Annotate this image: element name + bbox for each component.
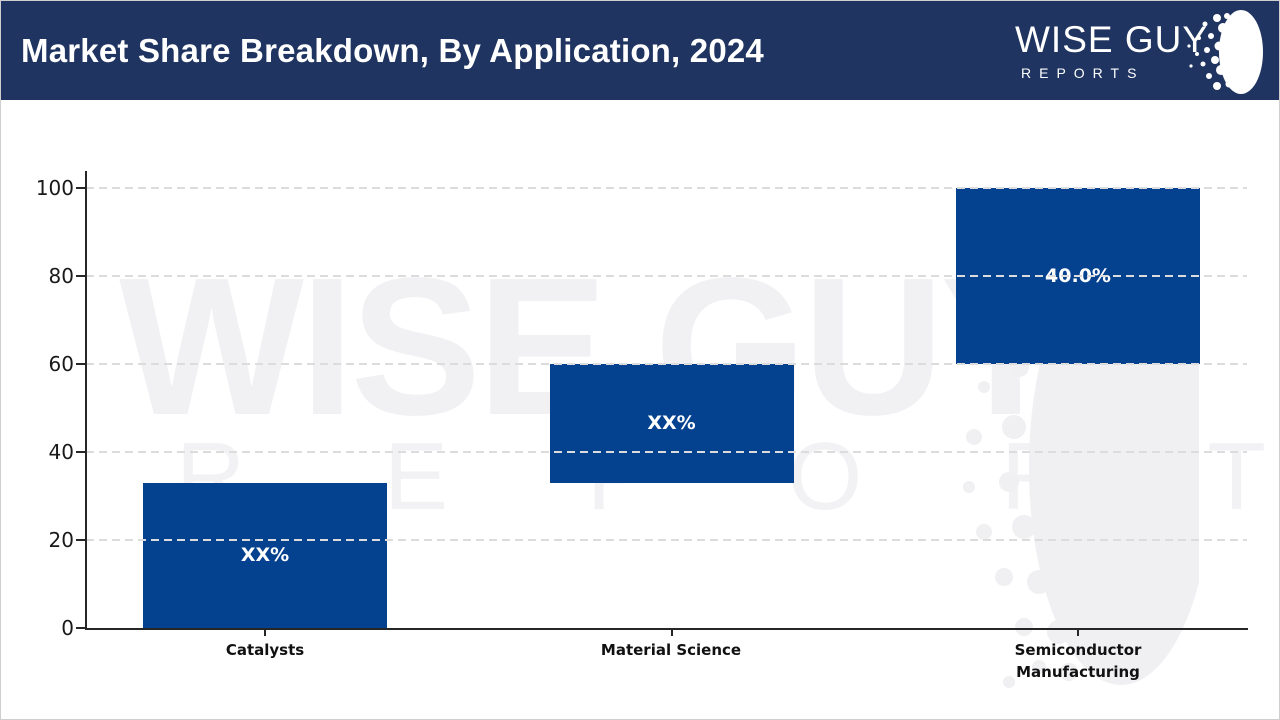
bar-value-label: XX% — [647, 412, 696, 435]
x-tick-mark — [1077, 629, 1079, 636]
gridline — [86, 275, 1247, 277]
page-title: Market Share Breakdown, By Application, … — [21, 31, 764, 69]
y-tick-mark — [76, 275, 85, 277]
y-tick-label: 80 — [48, 264, 74, 288]
y-axis-line — [85, 171, 87, 630]
x-axis-label-material-science: Material Science — [600, 641, 742, 659]
x-tick-mark — [264, 629, 266, 636]
y-tick-label: 0 — [61, 616, 74, 640]
y-tick-label: 60 — [48, 352, 74, 376]
bar-catalysts: XX% — [143, 482, 387, 628]
gridline — [86, 187, 1247, 189]
logo-reports-text: REPORTS — [1021, 65, 1144, 81]
x-axis-line — [85, 628, 1248, 630]
bar-value-label: XX% — [240, 544, 290, 567]
y-tick-mark — [76, 627, 85, 629]
wise-guy-logo-graphic: WISE GUY REPORTS — [1015, 9, 1263, 94]
y-tick-label: 40 — [48, 440, 74, 464]
x-axis-label-catalysts: Catalysts — [225, 641, 305, 659]
logo-face-icon — [1187, 9, 1263, 94]
y-tick-mark — [76, 187, 85, 189]
gridline — [86, 363, 1247, 365]
y-tick-label: 20 — [48, 528, 74, 552]
logo-wise-guy-text: WISE GUY — [1015, 19, 1208, 60]
gridline — [86, 451, 1247, 453]
gridline — [86, 539, 1247, 541]
bar-material-science: XX% — [549, 364, 794, 483]
x-axis-label-semiconductor-manufacturing: Semiconductor Manufacturing — [1014, 641, 1142, 681]
x-tick-mark — [670, 629, 673, 636]
y-tick-mark — [76, 539, 85, 541]
y-tick-mark — [76, 451, 85, 453]
y-tick-label: 100 — [35, 176, 74, 200]
header: Market Share Breakdown, By Application, … — [1, 1, 1279, 100]
wise-guy-logo: WISE GUY REPORTS — [1013, 8, 1265, 94]
y-tick-mark — [76, 363, 85, 365]
